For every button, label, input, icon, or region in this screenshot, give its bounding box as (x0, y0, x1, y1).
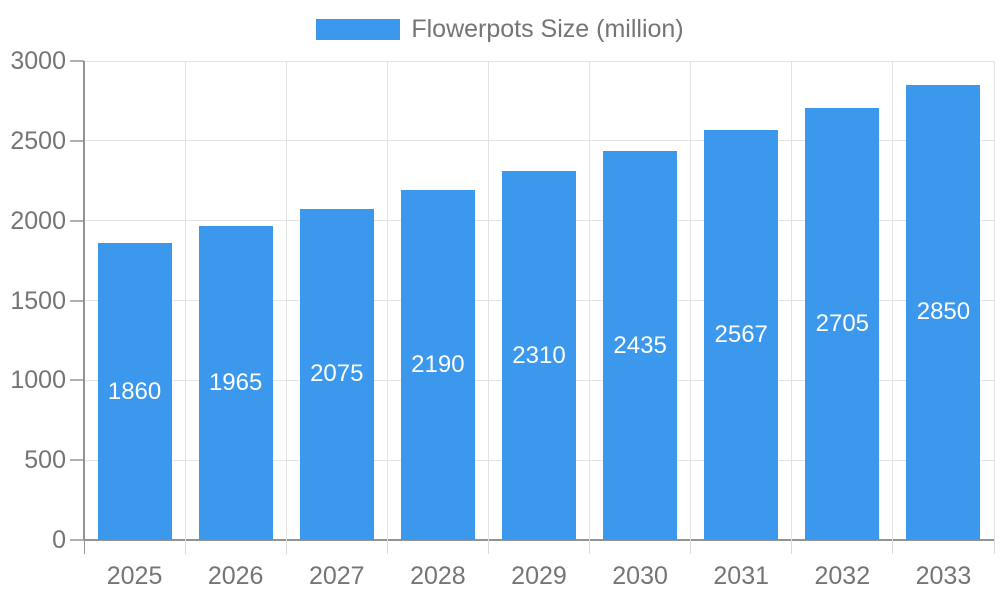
legend-swatch (316, 18, 401, 40)
y-axis-line (83, 61, 85, 540)
bar-value-label-2033: 2850 (916, 298, 971, 326)
y-tick-label: 1000 (10, 366, 66, 395)
y-axis-tick (70, 60, 84, 62)
bar-2027[interactable]: 2075 (299, 208, 374, 540)
gridline-horizontal (84, 140, 994, 142)
x-axis-tick (386, 540, 388, 554)
bar-value-label-2029: 2310 (512, 341, 566, 369)
bar-value-label-2030: 2435 (613, 331, 667, 359)
bar-value-label-2031: 2567 (714, 321, 768, 349)
x-axis-tick (892, 540, 894, 554)
y-tick-label: 3000 (10, 47, 66, 75)
y-axis-tick (70, 379, 84, 382)
y-axis-tick (70, 539, 84, 541)
x-tick-label-2032: 2032 (814, 562, 871, 590)
gridline-vertical (993, 61, 995, 540)
x-axis-tick (184, 540, 186, 554)
x-axis-tick (487, 540, 489, 554)
gridline-vertical (690, 61, 692, 540)
bar-value-label-2032: 2705 (815, 310, 870, 338)
y-axis-tick (70, 299, 84, 302)
bar-value-label-2027: 2075 (310, 360, 364, 388)
x-tick-label-2026: 2026 (207, 562, 264, 590)
x-tick-label-2030: 2030 (612, 562, 668, 590)
gridline-vertical (487, 61, 489, 540)
bar-value-label-2028: 2190 (411, 351, 465, 379)
x-tick-label-2028: 2028 (410, 562, 466, 590)
x-axis-tick (285, 540, 287, 554)
gridline-vertical (184, 61, 186, 540)
bar-2030[interactable]: 2435 (603, 151, 678, 540)
gridline-horizontal (84, 60, 994, 62)
y-tick-label: 0 (52, 526, 66, 554)
gridline-vertical (386, 61, 388, 540)
bar-2031[interactable]: 2567 (704, 130, 779, 540)
y-axis-tick (70, 459, 84, 462)
x-tick-label-2029: 2029 (511, 562, 567, 590)
legend-label: Flowerpots Size (million) (411, 15, 684, 43)
x-axis-tick (690, 540, 692, 554)
y-axis-tick (70, 219, 84, 222)
legend-item[interactable]: Flowerpots Size (million) (0, 14, 1000, 44)
x-tick-label-2025: 2025 (106, 562, 163, 590)
y-tick-label: 1500 (10, 286, 66, 315)
bar-value-label-2026: 1965 (208, 369, 263, 397)
bar-2026[interactable]: 1965 (198, 226, 273, 540)
x-tick-label-2033: 2033 (915, 562, 972, 590)
x-axis-tick (993, 540, 995, 554)
x-tick-label-2031: 2031 (713, 562, 770, 590)
gridline-vertical (791, 61, 793, 540)
bar-value-label-2025: 1860 (107, 377, 162, 405)
x-axis-tick (83, 540, 85, 554)
gridline-vertical (589, 61, 591, 540)
y-tick-label: 2000 (10, 206, 66, 235)
bar-2032[interactable]: 2705 (805, 108, 880, 540)
y-tick-label: 2500 (10, 126, 66, 155)
y-axis-tick (70, 139, 84, 142)
y-tick-label: 500 (24, 446, 66, 475)
bar-2025[interactable]: 1860 (97, 243, 172, 540)
gridline-vertical (285, 61, 287, 540)
gridline-vertical (892, 61, 894, 540)
bar-2028[interactable]: 2190 (400, 190, 475, 540)
x-tick-label-2027: 2027 (308, 562, 365, 590)
bar-2029[interactable]: 2310 (502, 171, 576, 540)
x-axis-tick (589, 540, 591, 554)
x-axis-tick (791, 540, 793, 554)
bar-2033[interactable]: 2850 (906, 84, 981, 540)
x-axis-line (84, 539, 994, 541)
